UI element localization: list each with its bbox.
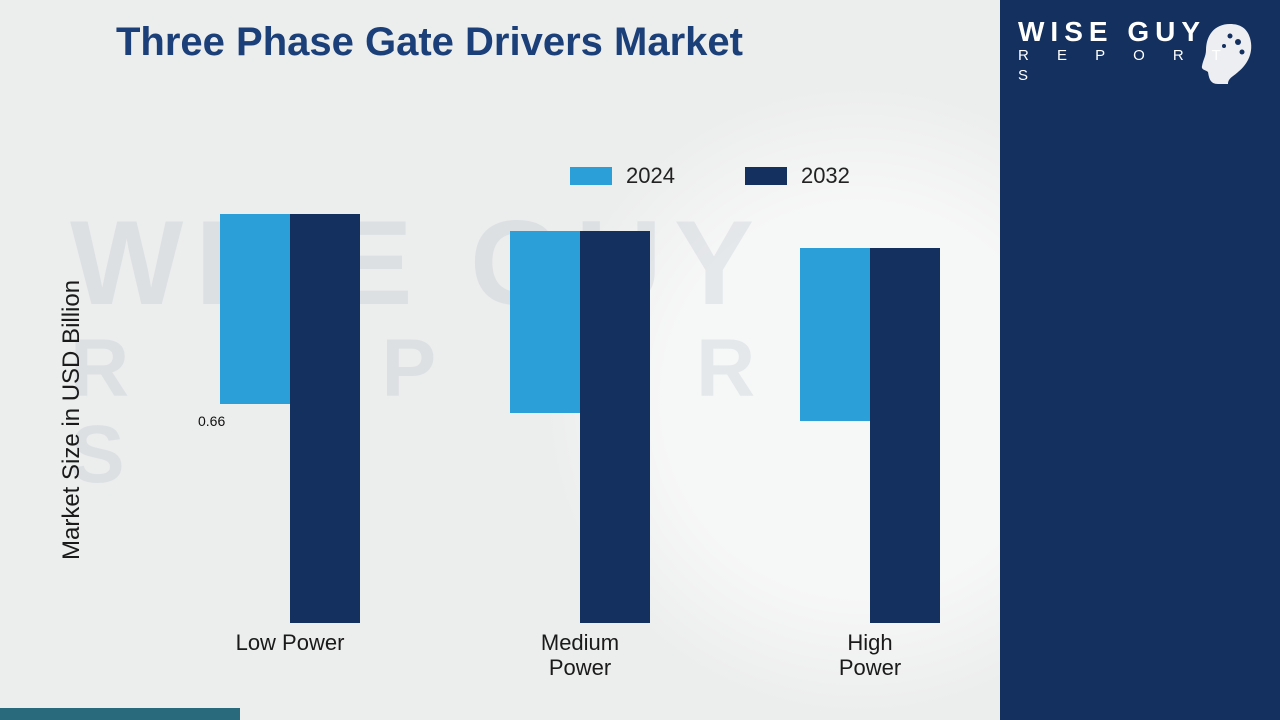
bar — [580, 231, 650, 623]
bar-group — [480, 231, 680, 623]
legend-swatch-2024 — [570, 167, 612, 185]
legend-swatch-2032 — [745, 167, 787, 185]
bar-value-label: 0.66 — [190, 413, 330, 429]
bar-group — [770, 248, 970, 623]
x-category-label: Low Power — [190, 630, 390, 655]
bar — [220, 214, 290, 404]
bar-group: 0.66 — [190, 214, 390, 623]
chart-canvas: WISE GUY R E P O R T S WISE GUY R E P O … — [0, 0, 1280, 720]
legend-item-2032: 2032 — [745, 163, 850, 189]
x-category-label: MediumPower — [480, 630, 680, 681]
legend-label-2024: 2024 — [626, 163, 675, 189]
y-axis-label: Market Size in USD Billion — [58, 280, 86, 560]
bar — [800, 248, 870, 421]
chart-title: Three Phase Gate Drivers Market — [116, 20, 743, 65]
brand-head-icon — [1200, 22, 1258, 88]
legend-item-2024: 2024 — [570, 163, 675, 189]
bar — [510, 231, 580, 413]
bar — [870, 248, 940, 623]
right-brand-panel — [1000, 0, 1280, 720]
legend-label-2032: 2032 — [801, 163, 850, 189]
x-category-label: HighPower — [770, 630, 970, 681]
brand-logo: WISE GUY R E P O R T S — [1018, 18, 1258, 98]
legend: 2024 2032 — [570, 163, 850, 189]
footer-accent — [0, 708, 240, 720]
plot-area: 0.66 — [100, 205, 970, 623]
